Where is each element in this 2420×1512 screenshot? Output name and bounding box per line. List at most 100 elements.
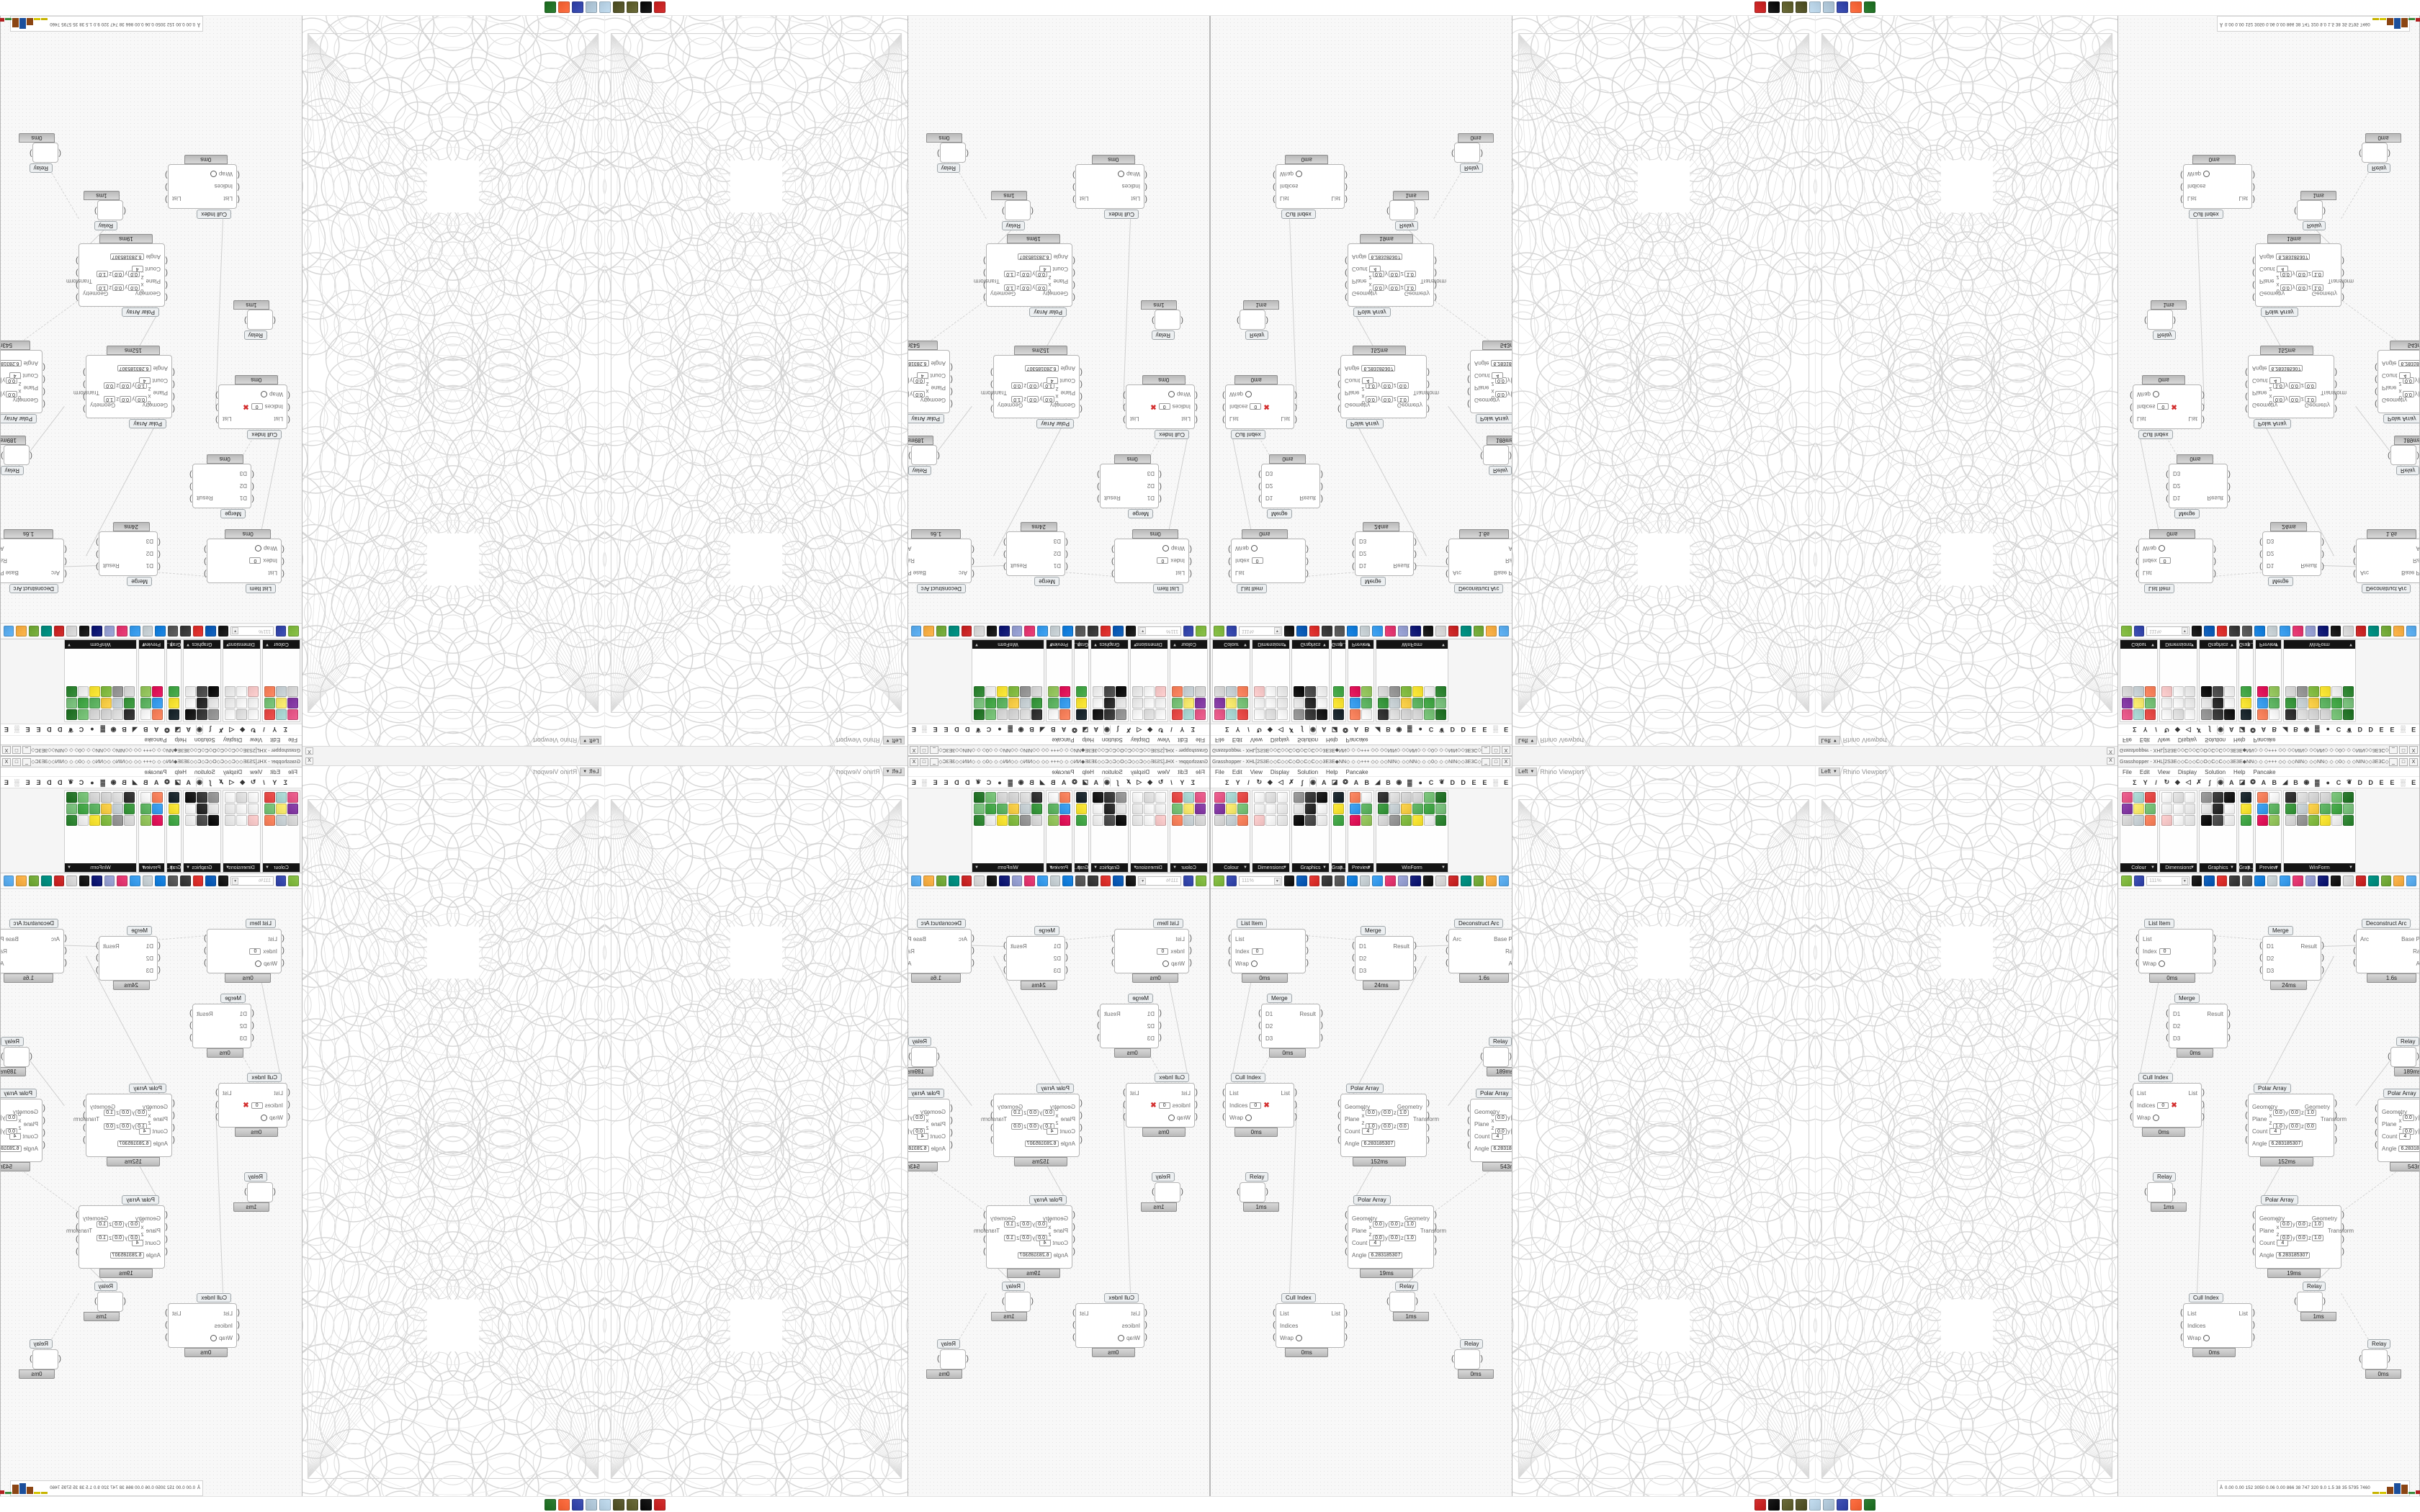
output-port[interactable]: ) <box>2228 482 2231 491</box>
node-body[interactable]: () <box>1237 310 1268 330</box>
input-port[interactable]: ( <box>1222 391 1225 400</box>
plane-x-value[interactable]: 0.0 <box>1365 396 1377 403</box>
ribbon-tab-letter-e-icon[interactable]: E <box>36 726 41 734</box>
output-port[interactable]: ) <box>2341 1223 2344 1231</box>
input-port[interactable]: ( <box>172 368 175 377</box>
ribbon-tab-cone-icon[interactable]: ◁ <box>1137 726 1142 734</box>
node-body[interactable]: List List Indices Wrap((())) <box>1273 1303 1348 1348</box>
output-port[interactable]: ) <box>2173 1187 2176 1196</box>
input-port[interactable]: ( <box>1451 1354 1454 1363</box>
input-port[interactable]: ( <box>1467 1128 1470 1137</box>
ribbon-tab-letter-e3-icon[interactable]: E <box>911 778 916 786</box>
input-port[interactable]: ( <box>172 392 175 401</box>
input-port[interactable]: ( <box>1080 1111 1083 1120</box>
input-port[interactable]: ( <box>30 451 32 460</box>
output-port[interactable]: ) <box>983 1247 986 1256</box>
input-port[interactable]: ( <box>251 1009 254 1017</box>
input-port[interactable]: ( <box>172 1099 175 1107</box>
ribbon-tab-shield-icon[interactable]: ◉ <box>1018 726 1024 734</box>
palette-group-label[interactable]: Colour ▼ <box>1213 863 1250 872</box>
ribbon-tab-wye-icon[interactable]: Y <box>2143 778 2148 786</box>
palette-expand-arrow-icon[interactable]: ▼ <box>2151 865 2155 870</box>
ribbon-tab-letter-d2-icon[interactable]: D <box>954 726 959 734</box>
input-port[interactable]: ( <box>1345 1247 1348 1256</box>
output-port[interactable]: ) <box>2334 392 2337 401</box>
ribbon-tab-slash-icon[interactable]: / <box>1247 778 1250 786</box>
input-port[interactable]: ( <box>2375 375 2378 384</box>
ribbon-tab-letter-a2-icon[interactable]: A <box>153 778 159 786</box>
output-port[interactable]: ) <box>1265 316 1268 325</box>
input-port[interactable]: ( <box>1258 470 1261 479</box>
palette-group-label[interactable]: Grap.. ▼ <box>167 863 181 872</box>
ribbon-tab-sigma-icon[interactable]: Σ <box>283 726 287 734</box>
output-port[interactable]: ) <box>2323 1297 2326 1305</box>
boolean-toggle-icon[interactable] <box>255 960 262 967</box>
input-port[interactable]: ( <box>1080 380 1083 389</box>
input-port[interactable]: ( <box>1337 1123 1340 1132</box>
node-body[interactable]: () <box>1152 310 1183 330</box>
menu-item-view[interactable]: View <box>250 737 263 744</box>
output-port[interactable]: ) <box>165 1333 168 1341</box>
input-port[interactable]: ( <box>950 375 953 384</box>
plane-y-value[interactable]: 0.0 <box>2288 396 2300 403</box>
ribbon-tab-wye-icon[interactable]: Y <box>1235 726 1240 734</box>
ribbon-tab-shield-icon[interactable]: ◉ <box>110 726 117 734</box>
ribbon-tab-letter-e-icon[interactable]: E <box>944 726 949 734</box>
palette-group-label[interactable]: Preview ▼ <box>1047 640 1072 649</box>
ribbon-tab-orange-dot-icon[interactable]: ● <box>1418 778 1422 786</box>
output-port[interactable]: ) <box>2202 1088 2205 1097</box>
plane-x-value[interactable]: 0.0 <box>1372 1220 1384 1228</box>
output-port[interactable]: ) <box>1320 1021 1323 1030</box>
index-value[interactable]: 0 <box>249 948 261 955</box>
input-port[interactable]: ( <box>273 1187 276 1196</box>
input-port[interactable]: ( <box>2375 363 2378 372</box>
output-port[interactable]: ) <box>990 1135 993 1144</box>
input-port[interactable]: ( <box>2353 934 2356 942</box>
input-port[interactable]: ( <box>1144 1333 1147 1341</box>
ribbon-tab-slash-icon[interactable]: / <box>1247 726 1250 734</box>
input-port[interactable]: ( <box>2252 293 2255 302</box>
input-port[interactable]: ( <box>2259 953 2262 962</box>
minimize-button-2[interactable]: _ <box>22 746 31 755</box>
output-port[interactable]: ) <box>1123 403 1126 412</box>
input-port[interactable]: ( <box>287 1100 290 1109</box>
output-port[interactable]: ) <box>83 405 86 413</box>
ribbon-tab-letter-c-icon[interactable]: C <box>1428 778 1434 786</box>
zoom-level-input[interactable]: 111% ▼ <box>2146 626 2190 636</box>
palette-group-label[interactable]: WinForm ▼ <box>972 640 1044 649</box>
output-port[interactable]: ) <box>76 1210 79 1219</box>
palette-group-label[interactable]: Colour ▼ <box>2120 640 2157 649</box>
input-port[interactable]: ( <box>1228 557 1231 566</box>
input-port[interactable]: ( <box>64 934 67 942</box>
ribbon-tab-blob-icon[interactable]: ❂ <box>164 778 170 786</box>
ribbon-tab-bird-icon[interactable]: ❦ <box>68 726 73 734</box>
input-port[interactable]: ( <box>2166 482 2169 491</box>
zoom-level-input[interactable]: 111% ▼ <box>1138 876 1181 886</box>
count-value[interactable]: 4 <box>1039 1240 1051 1246</box>
output-port[interactable]: ) <box>1434 256 1437 265</box>
palette-group-label[interactable]: Graphics ▼ <box>184 863 220 872</box>
node-body[interactable]: () <box>1 445 32 465</box>
input-port[interactable]: ( <box>237 171 240 179</box>
palette-group-label[interactable]: Colour ▼ <box>2120 863 2157 872</box>
boolean-toggle-icon[interactable] <box>210 1334 218 1341</box>
input-port[interactable]: ( <box>1080 405 1083 413</box>
input-port[interactable]: ( <box>42 1104 45 1112</box>
plane-y-value[interactable]: 1.0 <box>1510 1128 1512 1135</box>
palette-expand-arrow-icon[interactable]: ▼ <box>2246 642 2251 647</box>
plane-y-value[interactable]: 0.0 <box>1381 396 1393 403</box>
palette-group-label[interactable]: WinForm ▼ <box>972 863 1044 872</box>
input-port[interactable]: ( <box>165 293 168 302</box>
ribbon-tab-letter-d-icon[interactable]: D <box>57 726 63 734</box>
output-port[interactable]: ) <box>2173 316 2176 325</box>
output-port[interactable]: ) <box>2202 391 2205 400</box>
input-port[interactable]: ( <box>1467 400 1470 408</box>
output-port[interactable]: ) <box>2321 538 2324 546</box>
input-port[interactable]: ( <box>2136 958 2138 967</box>
palette-group-label[interactable]: Graphics ▼ <box>2200 863 2236 872</box>
output-port[interactable]: ) <box>1345 171 1348 179</box>
output-port[interactable]: ) <box>2202 1100 2205 1109</box>
